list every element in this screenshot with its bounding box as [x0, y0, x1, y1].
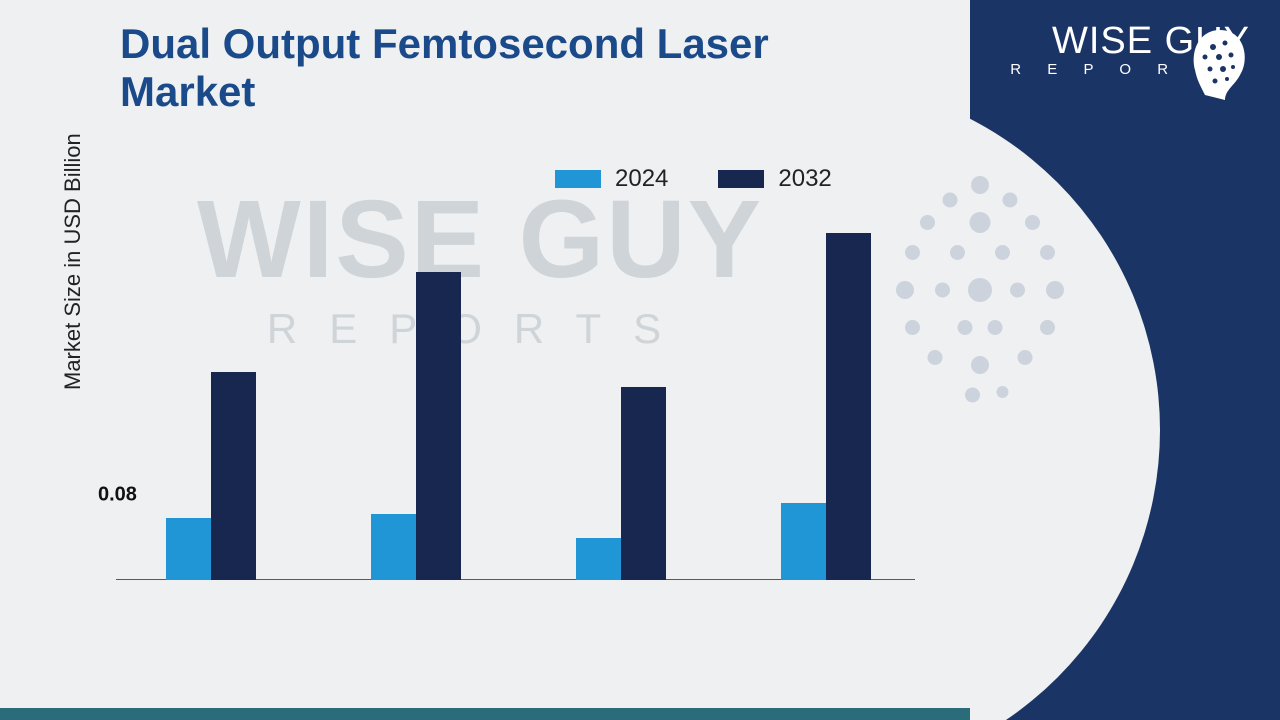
bar-2032 — [211, 372, 256, 580]
chart-area: Dual Output Femtosecond Laser Market Mar… — [0, 0, 970, 708]
bar-2024 — [576, 538, 621, 580]
brand-logo: WISE GUY R E P O R T S — [990, 20, 1250, 78]
legend-item-2032: 2032 — [718, 165, 831, 193]
bar-2024 — [371, 514, 416, 580]
legend-swatch-2024 — [555, 170, 601, 188]
legend-label-2032: 2032 — [778, 165, 831, 193]
bar-2032 — [621, 387, 666, 580]
y-tick-label: 0.08 — [98, 484, 137, 507]
brand-head-icon — [1185, 25, 1255, 105]
legend: 2024 2032 — [555, 165, 832, 193]
legend-swatch-2032 — [718, 170, 764, 188]
bottom-strip — [0, 708, 970, 720]
legend-item-2024: 2024 — [555, 165, 668, 193]
bar-2024 — [166, 518, 211, 580]
bar-2032 — [826, 233, 871, 580]
y-axis-label: Market Size in USD Billion — [60, 133, 86, 390]
bar-2024 — [781, 503, 826, 580]
chart-title: Dual Output Femtosecond Laser Market — [120, 20, 840, 117]
plot-region: 0.08 MicromachiningBiomedical ImagingMet… — [115, 210, 915, 580]
bar-2032 — [416, 272, 461, 580]
legend-label-2024: 2024 — [615, 165, 668, 193]
